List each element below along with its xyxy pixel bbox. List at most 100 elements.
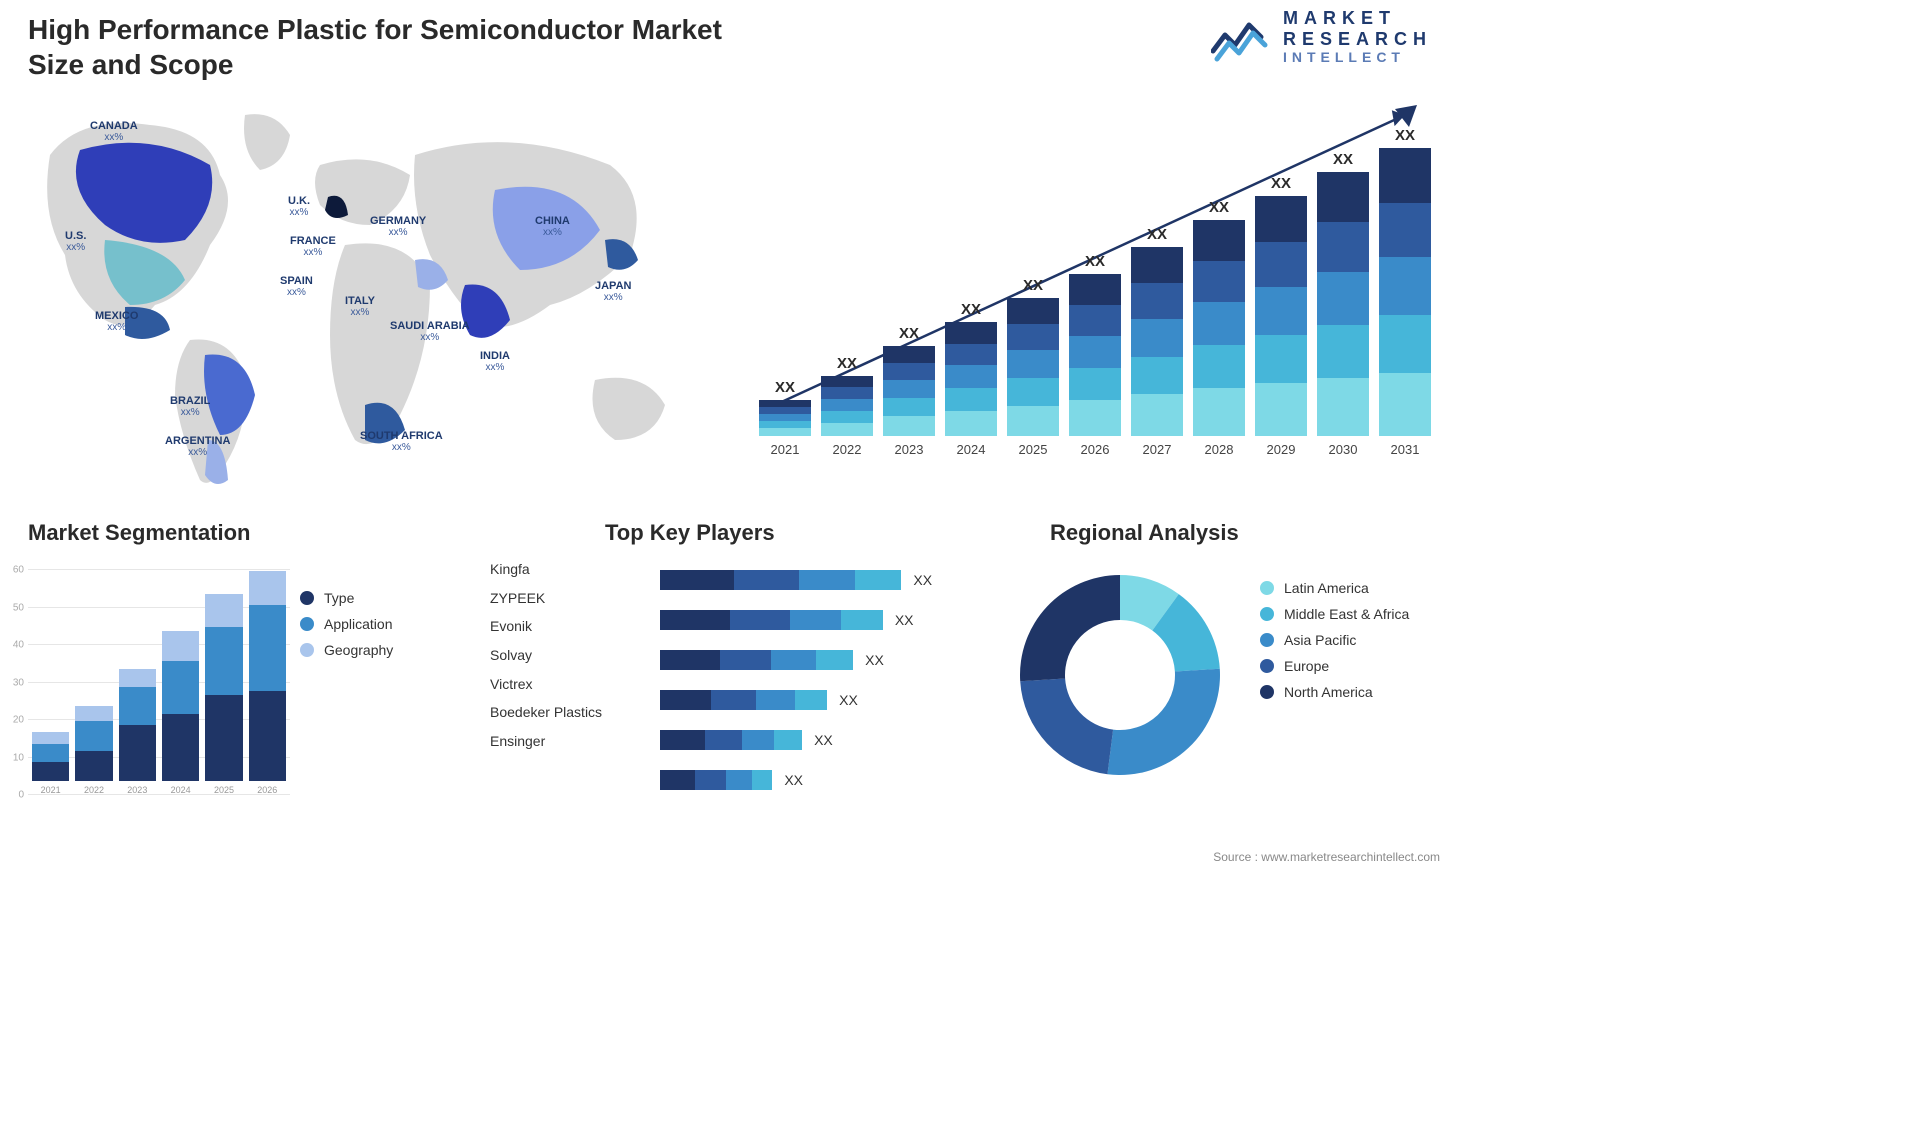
legend-label: Geography (324, 642, 393, 658)
player-bar-segment (816, 650, 853, 670)
seg-bar-segment (32, 744, 69, 763)
growth-bar: XX 2025 (1007, 277, 1059, 457)
growth-bar: XX2026 (1069, 253, 1121, 457)
growth-bar-segment (1193, 220, 1245, 261)
regional-legend-item: Middle East & Africa (1260, 606, 1440, 622)
growth-bar-segment (945, 388, 997, 411)
growth-bar-segment (1069, 305, 1121, 336)
legend-dot (300, 617, 314, 631)
country-label: JAPANxx% (595, 280, 631, 303)
growth-bar-chart: XX2021XX2022XX2023XX2024XX2025XX2026XX20… (755, 105, 1435, 485)
player-name: Victrex (490, 670, 610, 699)
player-bar-segment (711, 690, 756, 710)
player-bar-segment (660, 610, 730, 630)
legend-dot (1260, 581, 1274, 595)
player-name: Ensinger (490, 727, 610, 756)
country-label: MEXICOxx% (95, 310, 138, 333)
players-list: KingfaZYPEEKEvonikSolvayVictrexBoedeker … (490, 555, 610, 756)
regional-legend: Latin AmericaMiddle East & AfricaAsia Pa… (1260, 570, 1440, 710)
country-label: ITALYxx% (345, 295, 375, 318)
legend-label: Europe (1284, 658, 1329, 674)
player-bar-row: XX (660, 640, 980, 680)
growth-bar: XX 2031 (1379, 127, 1431, 457)
growth-year-label: 2031 (1391, 442, 1420, 457)
player-bar-segment (660, 730, 705, 750)
player-bar-row: XX (660, 600, 980, 640)
player-bar-segment (734, 570, 799, 590)
page-title: High Performance Plastic for Semiconduct… (28, 12, 728, 82)
growth-year-label: 2022 (833, 442, 862, 457)
player-bar-segment (799, 570, 855, 590)
seg-bar: 2021 (32, 732, 69, 795)
player-bar-value: XX (814, 732, 833, 748)
players-heading: Top Key Players (605, 520, 775, 546)
growth-bar-value: XX (1333, 151, 1353, 168)
seg-bar-segment (119, 687, 156, 725)
seg-bar-segment (119, 725, 156, 781)
growth-bar-value: XX (961, 301, 981, 318)
growth-bar-segment (1255, 196, 1307, 242)
growth-bar-value: XX (1085, 253, 1105, 270)
legend-dot (300, 591, 314, 605)
growth-year-label: 2027 (1143, 442, 1172, 457)
growth-bar-segment (1317, 325, 1369, 378)
player-bar-segment (795, 690, 827, 710)
growth-bar-segment (1193, 302, 1245, 345)
growth-bar-segment (1131, 357, 1183, 395)
growth-bar-segment (1379, 257, 1431, 315)
growth-bar-value: XX (1023, 277, 1043, 294)
player-bar-segment (695, 770, 726, 790)
country-label: BRAZILxx% (170, 395, 210, 418)
seg-bar-segment (205, 594, 242, 628)
country-label: ARGENTINAxx% (165, 435, 230, 458)
seg-bar-segment (249, 571, 286, 605)
growth-year-label: 2029 (1267, 442, 1296, 457)
player-bar-segment (660, 570, 734, 590)
growth-bar-value: XX (1147, 226, 1167, 243)
country-label: FRANCExx% (290, 235, 336, 258)
seg-bar: 2023 (119, 669, 156, 796)
growth-bar-segment (1069, 368, 1121, 400)
growth-bar-segment (883, 363, 935, 380)
growth-bar-value: XX (1395, 127, 1415, 144)
player-bar-value: XX (865, 652, 884, 668)
legend-dot (300, 643, 314, 657)
seg-bar: 2026 (249, 571, 286, 795)
player-bar-segment (705, 730, 742, 750)
growth-bar-segment (1317, 272, 1369, 325)
seg-bar: 2025 (205, 594, 242, 796)
seg-ytick: 30 (13, 677, 24, 688)
brand-logo: MARKET RESEARCH INTELLECT (1211, 8, 1432, 65)
growth-bar-segment (883, 416, 935, 436)
logo-line-1: MARKET (1283, 8, 1432, 29)
growth-year-label: 2025 (1019, 442, 1048, 457)
segmentation-heading: Market Segmentation (28, 520, 251, 546)
player-bar-segment (855, 570, 901, 590)
growth-bar-segment (1317, 378, 1369, 436)
legend-dot (1260, 685, 1274, 699)
growth-bar-segment (1069, 336, 1121, 368)
country-label: INDIAxx% (480, 350, 510, 373)
legend-dot (1260, 659, 1274, 673)
growth-bar-segment (1255, 335, 1307, 383)
legend-dot (1260, 633, 1274, 647)
country-label: U.S.xx% (65, 230, 86, 253)
seg-year-label: 2022 (84, 785, 104, 795)
growth-bar-segment (821, 411, 873, 423)
growth-bar-segment (1193, 261, 1245, 302)
player-bar-segment (726, 770, 752, 790)
growth-bar-segment (1007, 350, 1059, 378)
seg-ytick: 20 (13, 715, 24, 726)
player-bar-segment (790, 610, 841, 630)
player-bar-segment (756, 690, 795, 710)
growth-bar-segment (759, 414, 811, 421)
growth-bar-segment (759, 400, 811, 407)
player-bar-row: XX (660, 560, 980, 600)
player-bar-segment (660, 690, 711, 710)
regional-legend-item: North America (1260, 684, 1440, 700)
player-bar-segment (660, 770, 695, 790)
country-label: SAUDI ARABIAxx% (390, 320, 470, 343)
donut-slice (1020, 678, 1113, 774)
seg-bar-segment (205, 627, 242, 695)
growth-bar-segment (1007, 406, 1059, 436)
